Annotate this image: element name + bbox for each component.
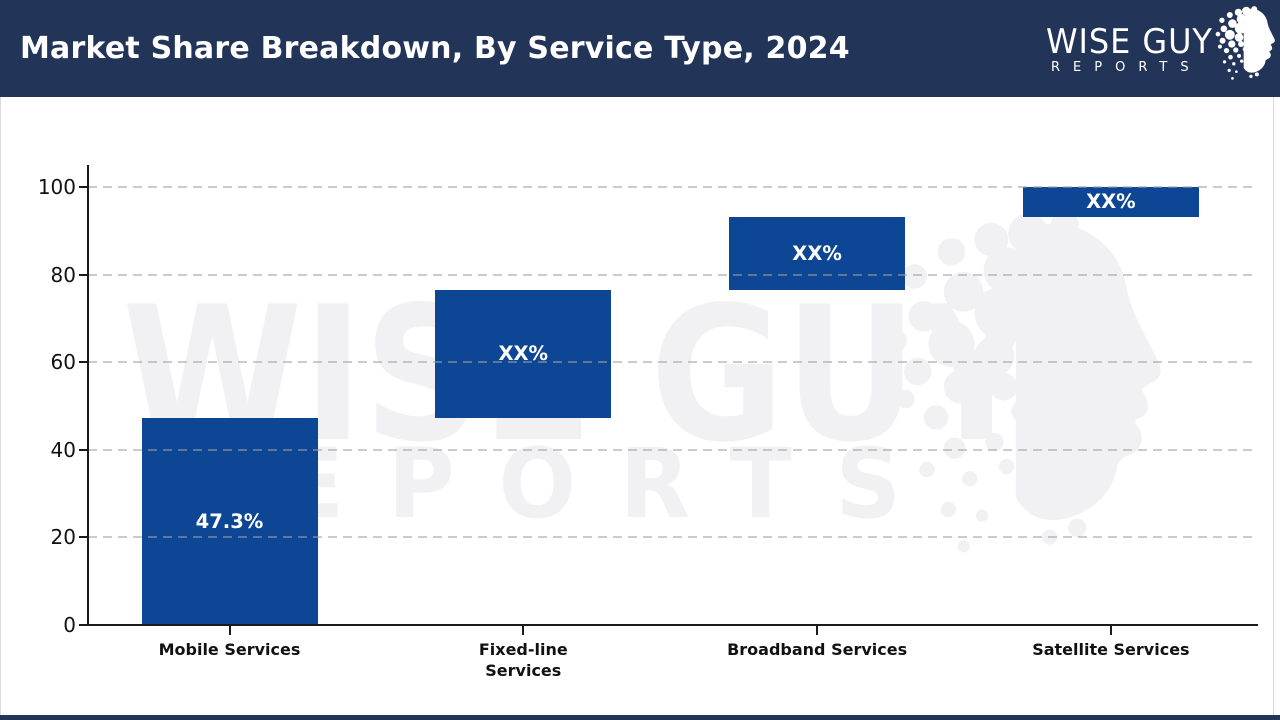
y-tick-mark <box>79 186 87 188</box>
category-label-line: Satellite Services <box>1032 640 1190 659</box>
page-title: Market Share Breakdown, By Service Type,… <box>20 31 850 66</box>
x-axis-line <box>86 624 1258 626</box>
x-tick-mark <box>228 626 231 635</box>
category-label-line: Mobile Services <box>158 640 301 659</box>
x-tick-mark <box>1109 626 1112 635</box>
y-tick-label: 0 <box>63 613 76 637</box>
left-border <box>0 97 1 716</box>
category-label-fixed-line-services: Fixed-line Services <box>378 639 668 681</box>
y-tick-label: 40 <box>50 437 76 462</box>
gridline-80 <box>88 273 1258 276</box>
bar-satellite-services: XX% <box>1022 187 1199 217</box>
gridline-100 <box>88 186 1258 188</box>
category-label-line: Services <box>485 661 562 680</box>
header: Market Share Breakdown, By Service Type,… <box>0 0 1280 97</box>
y-tick-mark <box>79 361 87 364</box>
bar-value-label-broadband-services: XX% <box>792 241 842 265</box>
x-tick-mark <box>522 626 525 635</box>
bar-value-label-mobile-services: 47.3% <box>195 509 264 533</box>
logo-wordmark: WISE GUY <box>1046 22 1213 62</box>
gridline-60 <box>88 361 1258 364</box>
bar-mobile-services: 47.3% <box>141 417 318 625</box>
bottom-strip <box>0 715 1280 720</box>
x-tick-mark <box>816 626 819 635</box>
logo-head-icon <box>1215 6 1275 80</box>
gridline-40 <box>88 448 1258 451</box>
bar-value-label-satellite-services: XX% <box>1086 190 1136 214</box>
right-border <box>1273 97 1274 716</box>
logo-subtitle: REPORTS <box>1051 60 1202 75</box>
category-label-satellite-services: Satellite Services <box>966 639 1256 660</box>
y-tick-mark <box>79 536 87 539</box>
y-tick-mark <box>79 448 87 451</box>
bar-broadband-services: XX% <box>729 216 906 290</box>
category-label-line: Broadband Services <box>727 640 908 659</box>
y-tick-label: 20 <box>50 525 76 550</box>
bar-value-label-fixed-line-services: XX% <box>498 342 549 366</box>
y-tick-label: 60 <box>50 350 76 375</box>
y-axis-line <box>87 165 89 626</box>
category-label-mobile-services: Mobile Services <box>85 639 375 660</box>
category-label-line: Fixed-line <box>478 640 568 659</box>
y-tick-mark <box>79 624 87 626</box>
category-label-broadband-services: Broadband Services <box>672 639 962 660</box>
y-tick-label: 100 <box>37 175 76 199</box>
y-tick-label: 80 <box>50 262 76 287</box>
gridline-20 <box>88 536 1258 539</box>
bar-fixed-line-services: XX% <box>435 289 612 418</box>
y-tick-mark <box>79 273 87 276</box>
